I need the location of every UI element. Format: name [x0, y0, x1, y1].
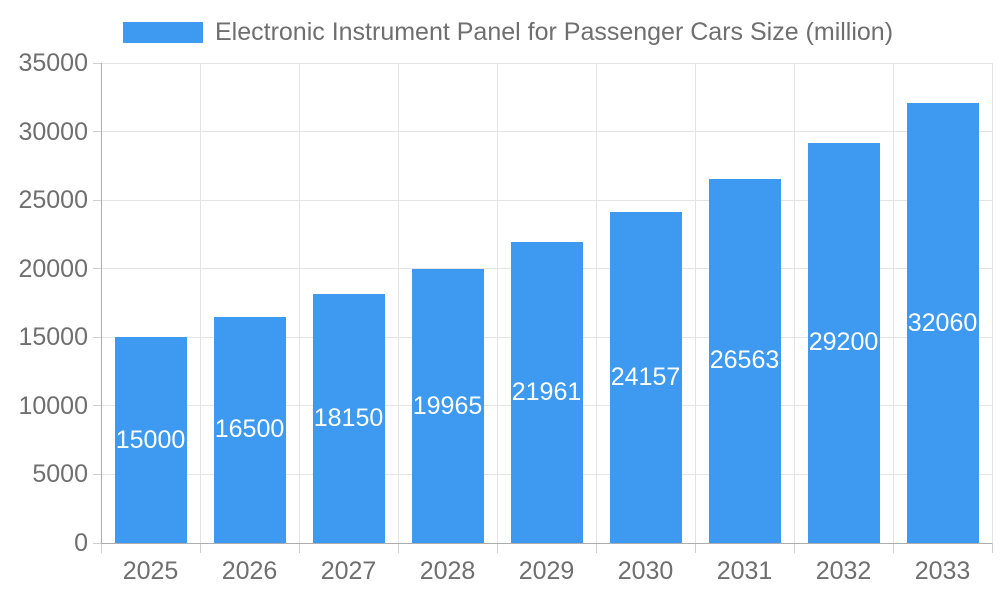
y-axis-line	[101, 63, 102, 543]
bar-value-label: 19965	[412, 391, 483, 420]
bar-2027: 18150	[312, 294, 385, 543]
bar-value-label: 32060	[907, 308, 978, 337]
x-axis-line	[101, 543, 992, 544]
y-axis-tick-label: 35000	[18, 49, 88, 77]
x-axis-tick	[892, 543, 894, 553]
bar-value-label: 29200	[808, 328, 879, 357]
gridline-vertical	[496, 63, 498, 543]
y-axis-tick	[93, 542, 101, 544]
x-axis-label-2028: 2028	[419, 557, 476, 585]
x-axis-tick	[991, 543, 993, 553]
y-axis-tick-label: 25000	[18, 186, 88, 215]
y-axis-tick	[93, 336, 101, 338]
bar-value-label: 21961	[511, 377, 582, 406]
gridline-horizontal	[101, 131, 992, 133]
bar-value-label: 16500	[214, 415, 285, 444]
bar-value-label: 26563	[709, 346, 780, 375]
legend-item[interactable]: Electronic Instrument Panel for Passenge…	[123, 18, 894, 46]
x-axis-tick	[397, 543, 399, 553]
bar-2031: 26563	[708, 178, 781, 543]
y-axis-tick-label: 20000	[18, 254, 88, 283]
bar-value-label: 24157	[610, 362, 681, 391]
y-axis-tick	[93, 199, 101, 201]
y-axis-tick-label: 0	[74, 529, 88, 557]
y-axis-tick-label: 10000	[18, 391, 88, 420]
gridline-vertical	[793, 63, 795, 543]
gridline-vertical	[397, 63, 399, 543]
x-axis-label-2029: 2029	[518, 557, 575, 585]
gridline-vertical	[892, 63, 894, 543]
gridline-vertical	[991, 63, 993, 543]
legend-swatch	[123, 22, 203, 43]
gridline-vertical	[199, 63, 201, 543]
y-axis-tick	[93, 62, 101, 64]
bar-2026: 16500	[213, 316, 286, 543]
bar-value-label: 15000	[115, 425, 186, 454]
legend-label: Electronic Instrument Panel for Passenge…	[215, 18, 894, 46]
y-axis-tick	[93, 405, 101, 407]
x-axis-tick	[595, 543, 597, 553]
x-axis-label-2025: 2025	[122, 557, 179, 585]
y-axis-tick	[93, 131, 101, 133]
gridline-vertical	[595, 63, 597, 543]
x-axis-tick	[793, 543, 795, 553]
bar-2033: 32060	[906, 103, 979, 543]
bar-value-label: 18150	[313, 404, 384, 433]
y-axis-tick-label: 30000	[18, 117, 88, 146]
x-axis-label-2031: 2031	[716, 557, 773, 585]
x-axis-tick	[694, 543, 696, 553]
bar-2028: 19965	[411, 269, 484, 543]
y-axis-tick-label: 5000	[32, 460, 88, 489]
x-axis-tick	[199, 543, 201, 553]
bar-2025: 15000	[114, 337, 187, 543]
gridline-vertical	[694, 63, 696, 543]
gridline-horizontal	[101, 62, 992, 64]
gridline-vertical	[298, 63, 300, 543]
bar-2030: 24157	[609, 211, 682, 543]
x-axis-label-2033: 2033	[914, 557, 971, 585]
x-axis-label-2030: 2030	[617, 557, 674, 585]
y-axis-tick-label: 15000	[18, 323, 88, 352]
y-axis-tick	[93, 473, 101, 475]
x-axis-label-2027: 2027	[320, 557, 377, 585]
y-axis-tick	[93, 268, 101, 270]
bar-2032: 29200	[807, 142, 880, 543]
x-axis-tick	[496, 543, 498, 553]
x-axis-label-2026: 2026	[221, 557, 278, 585]
x-axis-label-2032: 2032	[815, 557, 872, 585]
gridline-horizontal	[101, 199, 992, 201]
bar-2029: 21961	[510, 241, 583, 543]
x-axis-tick	[298, 543, 300, 553]
x-axis-tick	[100, 543, 102, 553]
